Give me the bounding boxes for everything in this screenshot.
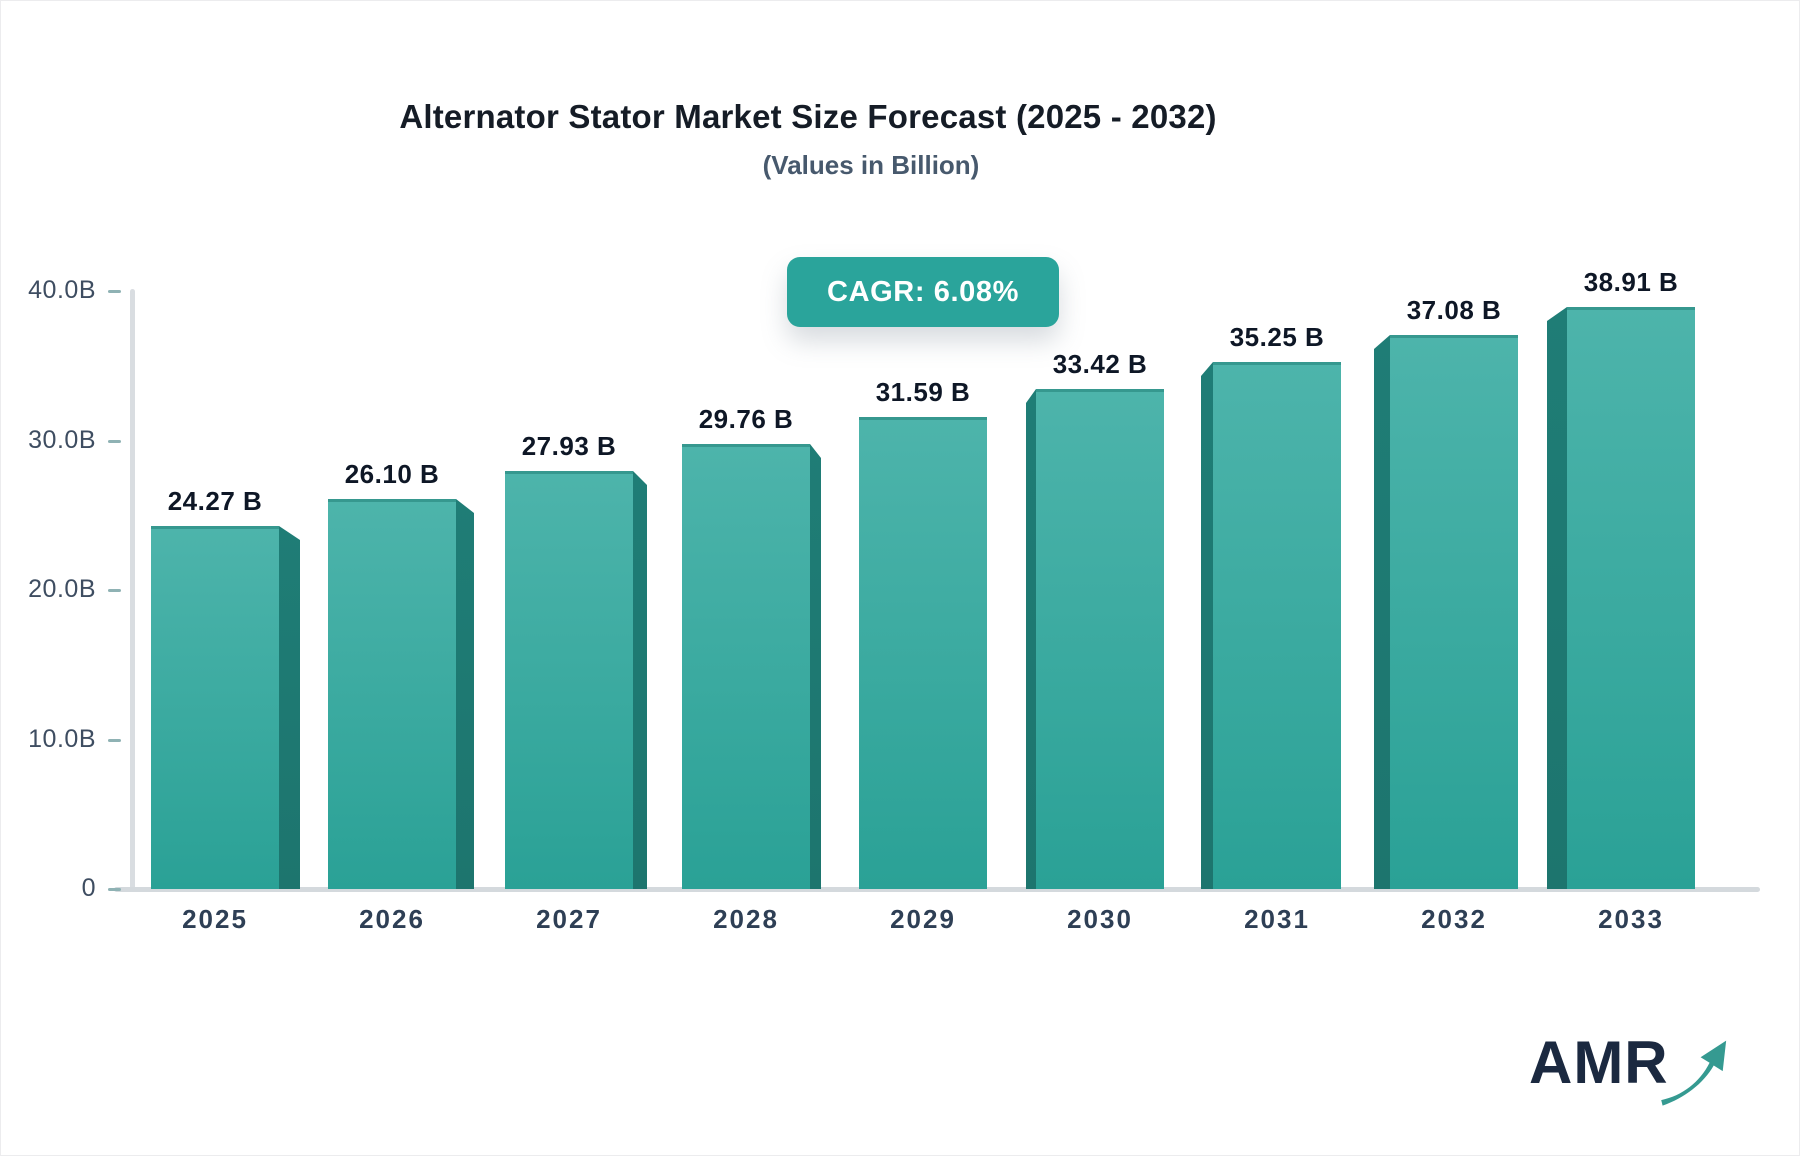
y-tick-mark — [108, 439, 121, 443]
bar-2026 — [328, 499, 456, 889]
cagr-badge: CAGR: 6.08% — [787, 257, 1059, 327]
amr-logo-text: AMR — [1529, 1029, 1669, 1096]
x-tick-label-2025: 2025 — [182, 904, 248, 934]
bar-value-label-2033: 38.91 B — [1583, 267, 1679, 297]
bar-side-face-2025 — [279, 526, 300, 889]
bar-value-label-2025: 24.27 B — [167, 486, 263, 516]
x-axis-line — [114, 887, 1760, 892]
y-tick-mark — [108, 589, 121, 592]
x-tick-label-2026: 2026 — [359, 904, 425, 934]
y-tick-label: 20.0B — [28, 575, 96, 603]
x-tick-label-2028: 2028 — [713, 904, 779, 934]
growth-arrow-icon — [1660, 1040, 1726, 1106]
bar-2027 — [505, 471, 633, 889]
bar-side-face-2028 — [810, 444, 821, 889]
x-tick-label-2027: 2027 — [536, 904, 602, 934]
bar-value-label-2031: 35.25 B — [1229, 322, 1325, 352]
bar-side-face-2026 — [456, 499, 474, 889]
bar-side-face-2027 — [633, 471, 647, 889]
bar-value-label-2028: 29.76 B — [698, 404, 794, 434]
y-tick-label: 0 — [81, 874, 96, 902]
bar-2033 — [1567, 307, 1695, 889]
y-tick-mark — [108, 738, 121, 742]
bar-2031 — [1213, 362, 1341, 889]
bar-2025 — [151, 526, 279, 889]
bar-value-label-2032: 37.08 B — [1406, 295, 1502, 325]
amr-logo: AMR — [1529, 1033, 1729, 1107]
bar-2029 — [859, 417, 987, 889]
bar-side-face-2031 — [1201, 362, 1213, 889]
bar-value-label-2026: 26.10 B — [344, 459, 440, 489]
bar-2030 — [1036, 389, 1164, 889]
chart-subtitle: (Values in Billion) — [762, 150, 980, 180]
y-tick-mark — [108, 888, 121, 891]
bar-2028 — [682, 444, 810, 889]
x-tick-label-2030: 2030 — [1067, 904, 1133, 934]
bar-value-label-2030: 33.42 B — [1052, 349, 1148, 379]
bar-2032 — [1390, 335, 1518, 889]
x-tick-label-2032: 2032 — [1421, 904, 1487, 934]
bar-value-label-2027: 27.93 B — [521, 431, 617, 461]
x-tick-label-2029: 2029 — [890, 904, 956, 934]
x-tick-label-2033: 2033 — [1598, 904, 1664, 934]
y-tick-label: 40.0B — [28, 276, 96, 304]
bar-value-label-2029: 31.59 B — [875, 377, 971, 407]
chart-title: Alternator Stator Market Size Forecast (… — [399, 98, 1217, 135]
bar-side-face-2030 — [1026, 389, 1036, 889]
x-tick-label-2031: 2031 — [1244, 904, 1310, 934]
y-tick-label: 10.0B — [28, 724, 96, 753]
y-tick-mark — [108, 290, 121, 293]
bar-side-face-2032 — [1374, 335, 1390, 889]
bar-side-face-2033 — [1547, 307, 1567, 889]
y-tick-label: 30.0B — [28, 425, 96, 454]
y-axis-line — [130, 289, 135, 890]
